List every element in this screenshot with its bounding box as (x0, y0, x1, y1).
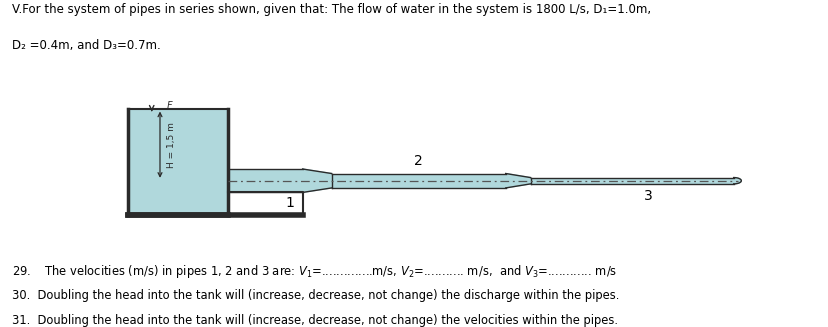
Text: F: F (166, 101, 172, 112)
Polygon shape (302, 169, 331, 192)
Text: 2: 2 (414, 154, 422, 168)
Text: V.For the system of pipes in series shown, given that: The flow of water in the : V.For the system of pipes in series show… (12, 3, 651, 16)
Text: D₂ =0.4m, and D₃=0.7m.: D₂ =0.4m, and D₃=0.7m. (12, 39, 161, 52)
Text: 29.    The velocities (m/s) in pipes 1, 2 and 3 are: $\mathit{V_1}$=............: 29. The velocities (m/s) in pipes 1, 2 a… (12, 263, 617, 280)
Text: 30.  Doubling the head into the tank will (increase, decrease, not change) the d: 30. Doubling the head into the tank will… (12, 289, 619, 302)
Polygon shape (733, 178, 740, 184)
Text: 31.  Doubling the head into the tank will (increase, decrease, not change) the v: 31. Doubling the head into the tank will… (12, 314, 618, 327)
Polygon shape (505, 174, 530, 188)
Bar (331, 174, 505, 188)
Text: H = 1,5 m: H = 1,5 m (166, 122, 176, 168)
Bar (128, 109, 228, 215)
Bar (128, 169, 228, 192)
Bar (530, 178, 733, 184)
Text: 3: 3 (643, 189, 652, 203)
Text: 1: 1 (286, 196, 294, 210)
Bar (228, 169, 302, 192)
